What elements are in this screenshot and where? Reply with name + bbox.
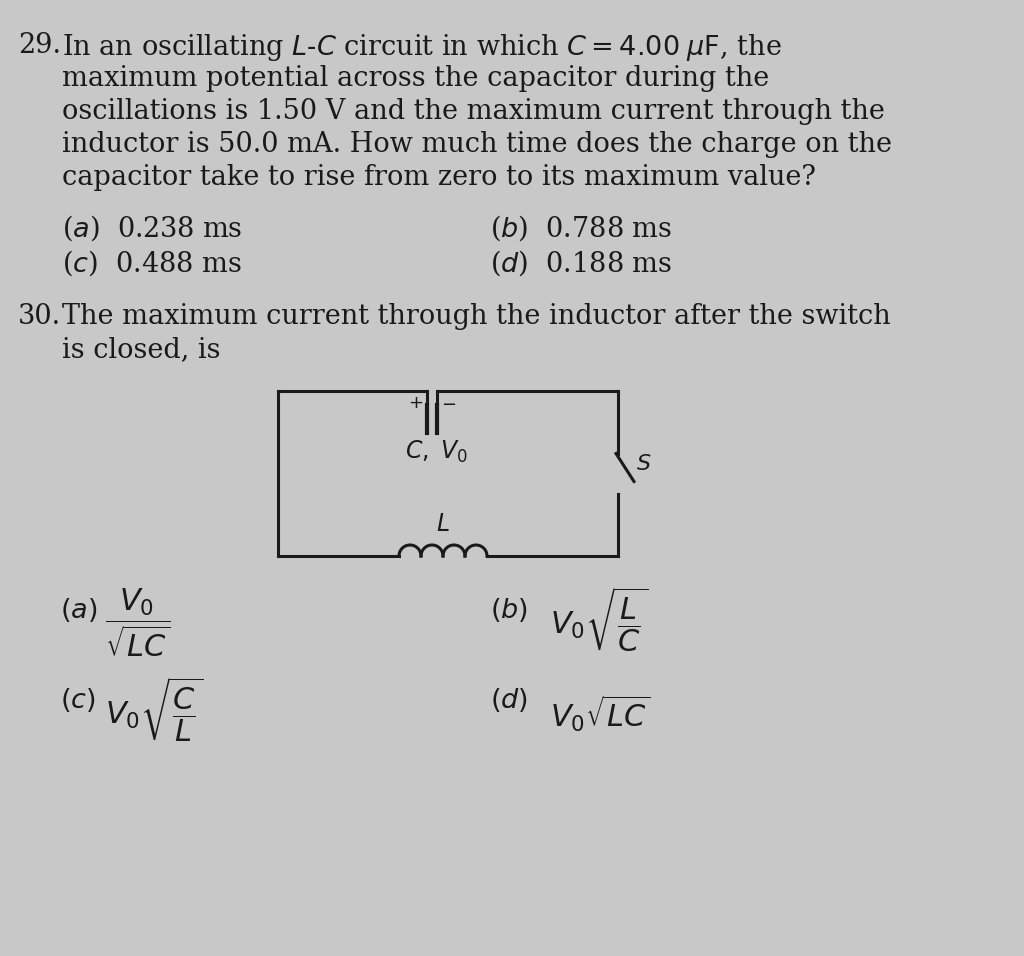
Text: $-$: $-$ <box>441 394 456 412</box>
Text: $\dfrac{V_0}{\sqrt{LC}}$: $\dfrac{V_0}{\sqrt{LC}}$ <box>105 586 170 659</box>
Text: ($c$)  0.488 ms: ($c$) 0.488 ms <box>62 248 242 278</box>
Text: oscillations is 1.50 V and the maximum current through the: oscillations is 1.50 V and the maximum c… <box>62 98 885 125</box>
Text: inductor is 50.0 mA. How much time does the charge on the: inductor is 50.0 mA. How much time does … <box>62 131 892 158</box>
Text: ($a$)  0.238 ms: ($a$) 0.238 ms <box>62 213 243 243</box>
Text: $(a)$: $(a)$ <box>60 596 97 624</box>
Text: $+$: $+$ <box>408 394 423 412</box>
Text: In an oscillating $L$-$C$ circuit in which $C = 4.00\;\mu\mathrm{F}$, the: In an oscillating $L$-$C$ circuit in whi… <box>62 32 781 63</box>
Text: $(b)$: $(b)$ <box>490 596 528 624</box>
Text: ($b$)  0.788 ms: ($b$) 0.788 ms <box>490 213 672 243</box>
Text: $V_0\sqrt{\dfrac{C}{L}}$: $V_0\sqrt{\dfrac{C}{L}}$ <box>105 676 203 744</box>
Text: $L$: $L$ <box>436 513 450 536</box>
Text: $S$: $S$ <box>636 452 651 474</box>
Text: 30.: 30. <box>18 303 61 330</box>
Text: $V_0\sqrt{\dfrac{L}{C}}$: $V_0\sqrt{\dfrac{L}{C}}$ <box>550 586 648 654</box>
Text: $(c)$: $(c)$ <box>60 686 95 714</box>
Text: $V_0\sqrt{LC}$: $V_0\sqrt{LC}$ <box>550 693 650 734</box>
Text: $(d)$: $(d)$ <box>490 686 528 714</box>
Text: $C,\;V_0$: $C,\;V_0$ <box>404 439 467 466</box>
Text: capacitor take to rise from zero to its maximum value?: capacitor take to rise from zero to its … <box>62 164 816 191</box>
Text: The maximum current through the inductor after the switch: The maximum current through the inductor… <box>62 303 891 330</box>
Text: is closed, is: is closed, is <box>62 336 220 363</box>
Text: maximum potential across the capacitor during the: maximum potential across the capacitor d… <box>62 65 769 92</box>
Text: ($d$)  0.188 ms: ($d$) 0.188 ms <box>490 248 672 278</box>
Text: 29.: 29. <box>18 32 61 59</box>
